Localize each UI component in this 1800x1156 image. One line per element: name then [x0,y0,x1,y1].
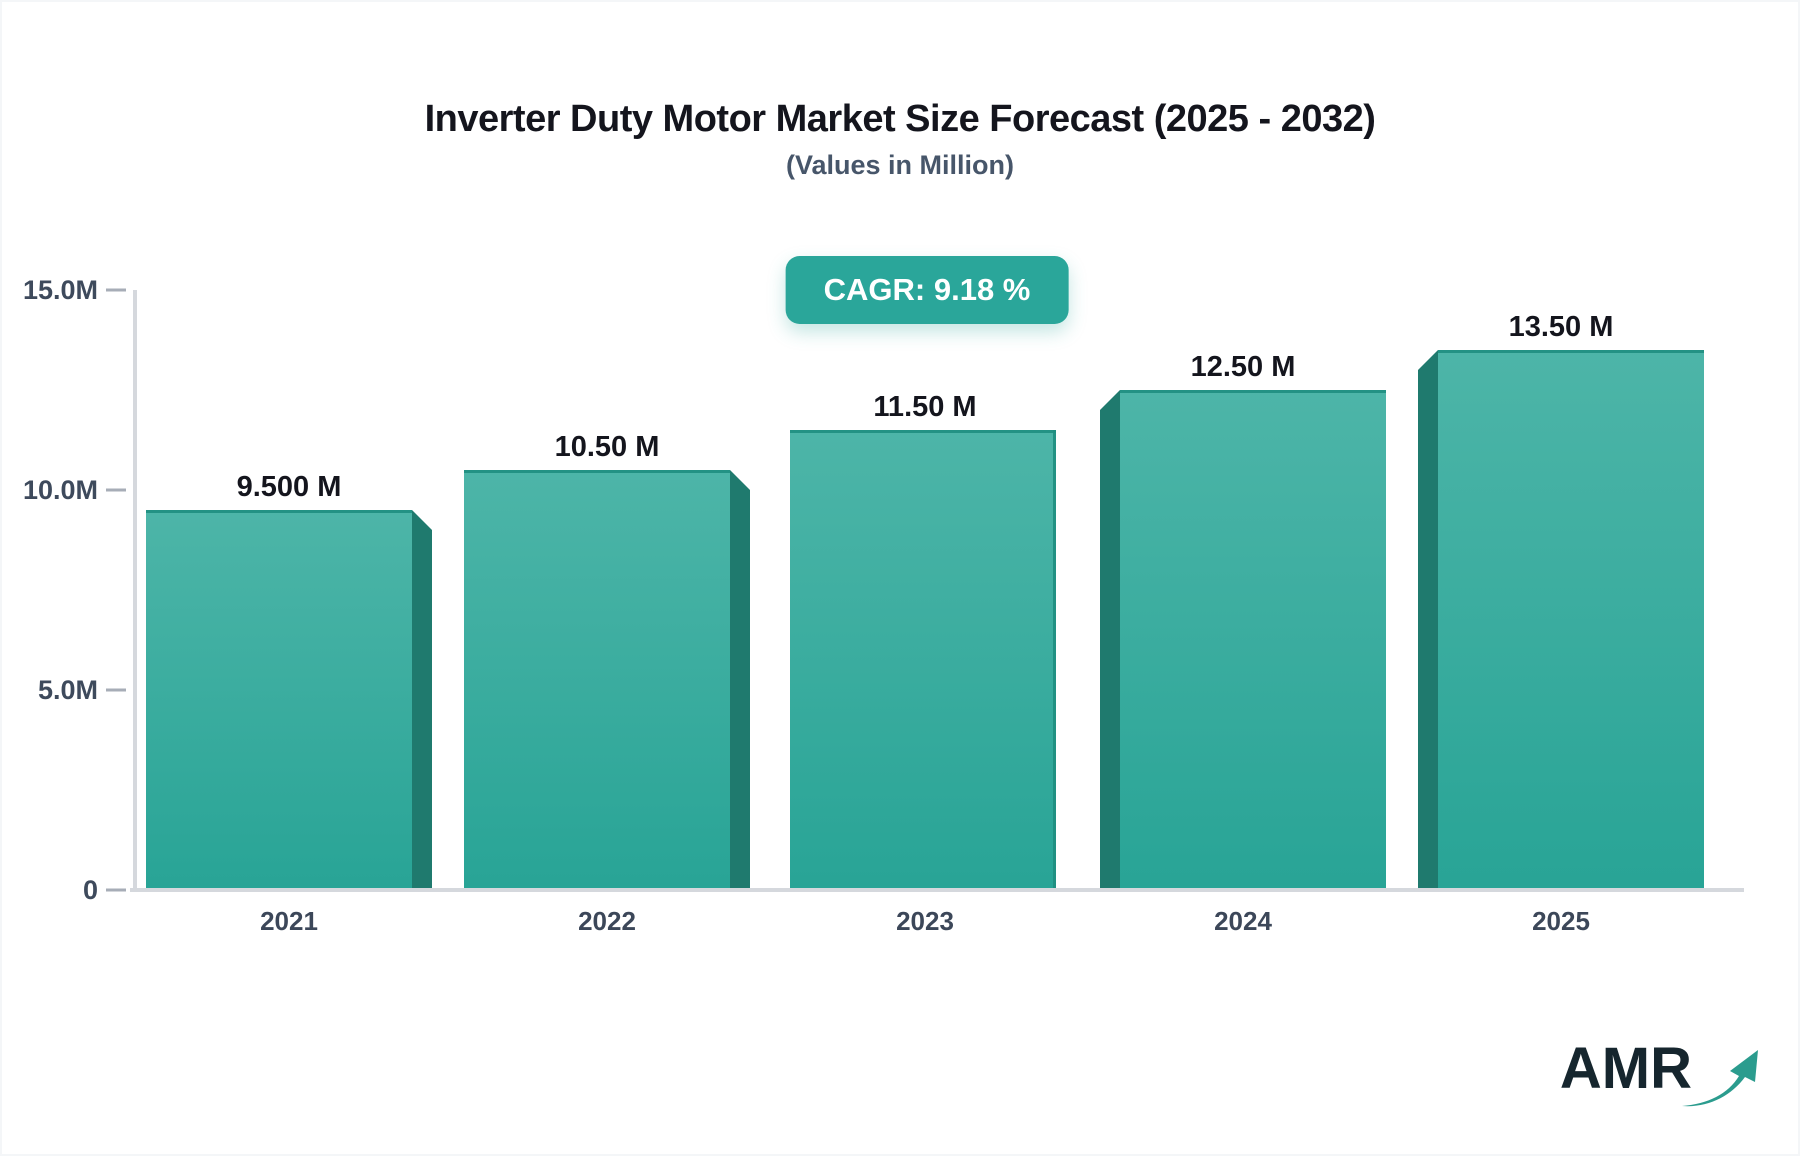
y-tick-label: 10.0M [23,475,98,505]
bar-top-edge [1120,390,1386,393]
bar-right-edge [1053,430,1056,890]
bar-2022 [464,470,730,890]
bar-value-label: 12.50 M [1191,351,1296,383]
chart-subtitle: (Values in Million) [785,150,1015,180]
bar-2024 [1120,390,1386,890]
bar-side-face [730,470,750,889]
bar-top-edge [1438,350,1704,353]
chart-title: Inverter Duty Motor Market Size Forecast… [424,98,1376,140]
x-axis-label: 2022 [578,906,636,936]
bar-top-edge [790,430,1056,433]
bar-side-face [1418,350,1438,889]
x-axis-label: 2024 [1214,906,1272,936]
growth-arrow-icon [1682,1050,1758,1107]
amr-logo-text: AMR [1559,1036,1692,1101]
bar-value-label: 9.500 M [237,471,342,503]
bar-value-label: 13.50 M [1509,311,1614,343]
bar-side-face [412,510,432,889]
y-tick-label: 5.0M [38,675,98,705]
y-tick-label: 15.0M [23,275,98,305]
cagr-badge: CAGR: 9.18 % [785,256,1069,324]
x-axis-label: 2025 [1532,906,1590,936]
bar-2025 [1438,350,1704,890]
bar-value-label: 11.50 M [873,391,976,423]
bar-top-edge [464,470,730,473]
y-tick-label: 0 [83,875,98,905]
bar-2023 [790,430,1056,890]
bar-side-face [1100,390,1120,889]
x-axis-line [130,888,1744,892]
x-axis-label: 2023 [896,906,954,936]
x-axis-label: 2021 [260,906,318,936]
bar-top-edge [146,510,412,513]
bar-2021 [146,510,412,890]
bar-value-label: 10.50 M [555,431,660,463]
amr-logo: AMR [1560,1040,1762,1114]
